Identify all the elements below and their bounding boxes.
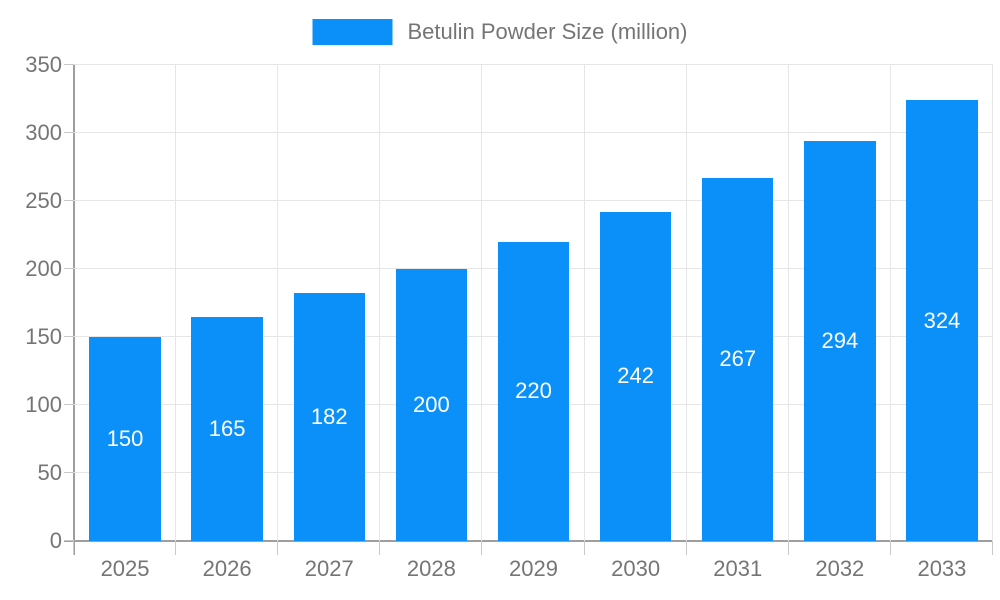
y-tick-mark [64, 336, 74, 337]
bar-value-label: 242 [617, 363, 654, 389]
bar-value-label: 182 [310, 404, 348, 430]
bar-value-label: 165 [208, 415, 246, 441]
y-tick-mark [64, 132, 74, 133]
bar-2030: 242 [599, 211, 672, 541]
bar-value-label: 220 [515, 378, 552, 404]
x-tick-label: 2031 [713, 556, 763, 581]
x-tick-mark [175, 541, 177, 555]
gridline-vertical [992, 65, 993, 541]
x-tick-label: 2030 [611, 556, 661, 581]
x-tick-mark [277, 541, 279, 555]
x-tick-mark [992, 541, 993, 555]
x-tick-mark [685, 541, 687, 555]
gridline-vertical [277, 65, 279, 541]
gridline-vertical [685, 65, 687, 541]
bar-2027: 182 [293, 293, 365, 541]
x-tick-label: 2029 [509, 556, 558, 581]
bar-value-label: 200 [413, 392, 450, 417]
bar-2026: 165 [191, 316, 263, 541]
gridline-horizontal [74, 132, 993, 133]
bar-2031: 267 [701, 177, 774, 541]
x-tick-label: 2032 [815, 556, 865, 581]
y-tick-label: 150 [25, 324, 62, 349]
x-tick-mark [379, 541, 381, 555]
bar-value-label: 267 [719, 346, 757, 372]
legend-swatch [312, 19, 393, 45]
bar-2032: 294 [804, 141, 876, 541]
x-tick-mark [583, 541, 585, 555]
gridline-vertical [583, 65, 585, 541]
bar-value-label: 324 [923, 307, 961, 333]
x-tick-label: 2033 [917, 556, 967, 581]
y-tick-label: 350 [25, 52, 62, 77]
y-tick-mark [64, 64, 74, 65]
y-tick-mark [64, 472, 74, 473]
gridline-vertical [379, 65, 381, 541]
y-tick-mark [64, 404, 74, 405]
gridline-vertical [787, 65, 789, 541]
bar-value-label: 294 [821, 328, 859, 354]
y-tick-mark [64, 268, 74, 269]
plot-area: 150 165 182 200 220 242 267 294 324 [74, 64, 993, 541]
x-tick-mark [481, 541, 483, 555]
x-tick-mark [787, 541, 789, 555]
gridline-horizontal [74, 64, 993, 65]
bar-2025: 150 [89, 337, 161, 541]
y-tick-mark [64, 200, 74, 201]
x-axis-line [64, 540, 993, 542]
x-tick-label: 2028 [406, 556, 456, 581]
gridline-vertical [481, 65, 483, 541]
y-axis-line [73, 65, 75, 555]
x-tick-label: 2027 [304, 556, 354, 581]
bar-2029: 220 [497, 241, 570, 541]
y-tick-mark [64, 540, 74, 541]
gridline-vertical [175, 65, 177, 541]
y-tick-label: 50 [37, 460, 62, 485]
y-tick-label: 100 [25, 392, 62, 417]
y-tick-label: 0 [49, 528, 62, 553]
y-tick-label: 200 [25, 256, 62, 281]
x-tick-mark [889, 541, 891, 555]
bar-2028: 200 [395, 269, 468, 541]
gridline-horizontal [74, 200, 993, 201]
y-tick-label: 300 [25, 120, 62, 145]
x-tick-label: 2026 [202, 556, 252, 581]
y-tick-label: 250 [25, 188, 62, 213]
gridline-vertical [889, 65, 891, 541]
legend-label: Betulin Powder Size (million) [407, 19, 688, 44]
bar-value-label: 150 [106, 426, 144, 451]
legend-item[interactable]: Betulin Powder Size (million) [312, 19, 688, 45]
bar-2033: 324 [906, 100, 978, 541]
x-tick-label: 2025 [100, 556, 150, 581]
x-tick-mark [73, 541, 74, 555]
